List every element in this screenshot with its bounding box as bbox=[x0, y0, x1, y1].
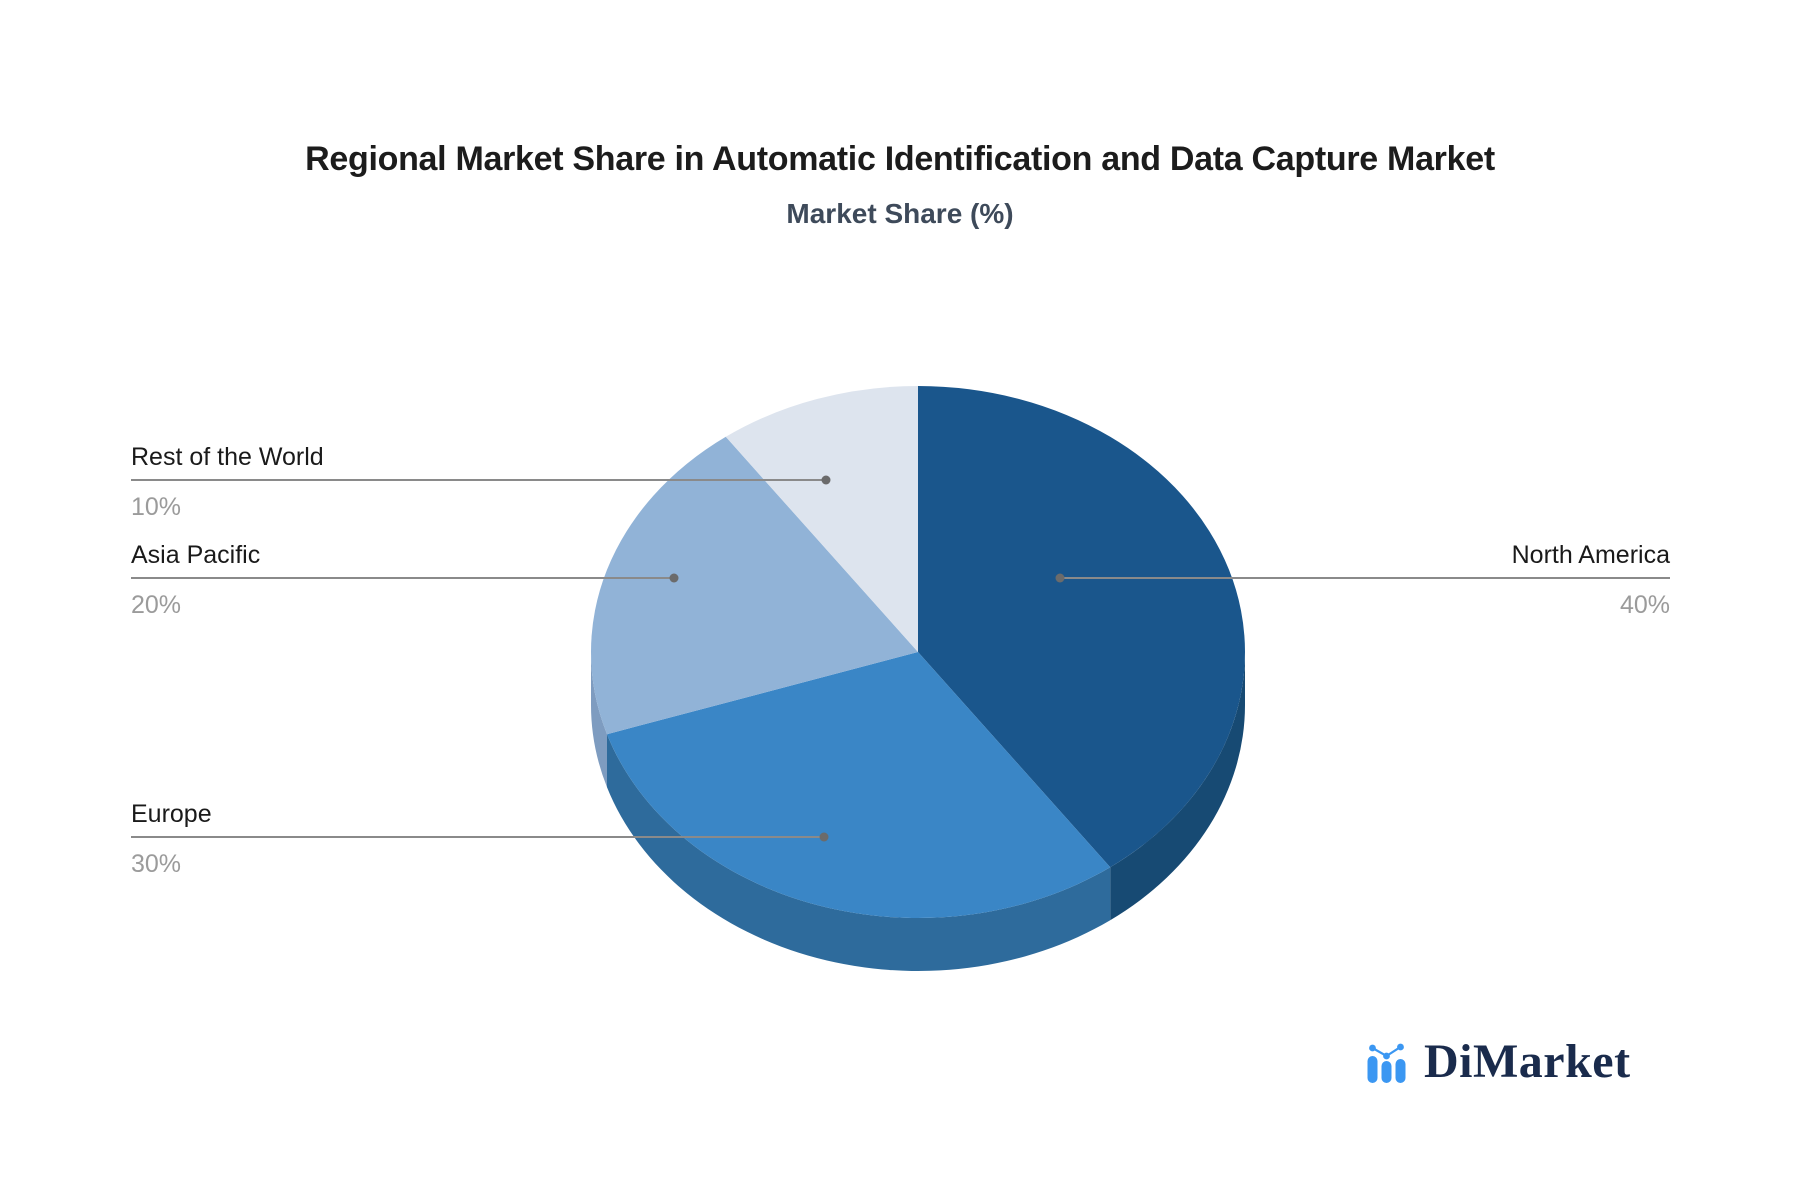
leader-dot-rest-of-the-world bbox=[821, 475, 831, 485]
region-value-rest-of-the-world: 10% bbox=[131, 493, 182, 521]
region-label-rest-of-the-world: Rest of the World bbox=[131, 443, 324, 471]
logo-text: DiMarket bbox=[1424, 1035, 1631, 1088]
pie-slice-side-europe bbox=[607, 734, 1111, 972]
leader-dot-europe bbox=[819, 832, 829, 842]
leader-dot-north-america bbox=[1055, 573, 1065, 583]
region-value-asia-pacific: 20% bbox=[131, 591, 182, 619]
region-label-europe: Europe bbox=[131, 800, 212, 828]
pie-slice-north-america[interactable] bbox=[918, 386, 1245, 868]
region-label-north-america: North America bbox=[1511, 541, 1670, 569]
pie-slice-europe[interactable] bbox=[607, 652, 1111, 919]
logo-bar-line-chart-icon bbox=[1367, 1043, 1406, 1083]
pie-slice-side-asia-pacific bbox=[591, 652, 607, 788]
pie-slice-rest-of-the-world[interactable] bbox=[725, 386, 918, 652]
chart-subtitle: Market Share (%) bbox=[786, 198, 1014, 229]
chart-title: Regional Market Share in Automatic Ident… bbox=[305, 140, 1495, 178]
pie-slice-asia-pacific[interactable] bbox=[590, 436, 918, 735]
brand-logo[interactable]: DiMarket bbox=[1365, 1038, 1631, 1086]
region-label-asia-pacific: Asia Pacific bbox=[131, 541, 261, 569]
pie-slice-side-north-america bbox=[1110, 652, 1245, 921]
region-value-europe: 30% bbox=[131, 850, 182, 878]
leader-dot-asia-pacific bbox=[669, 573, 679, 583]
region-value-north-america: 40% bbox=[1619, 591, 1670, 619]
